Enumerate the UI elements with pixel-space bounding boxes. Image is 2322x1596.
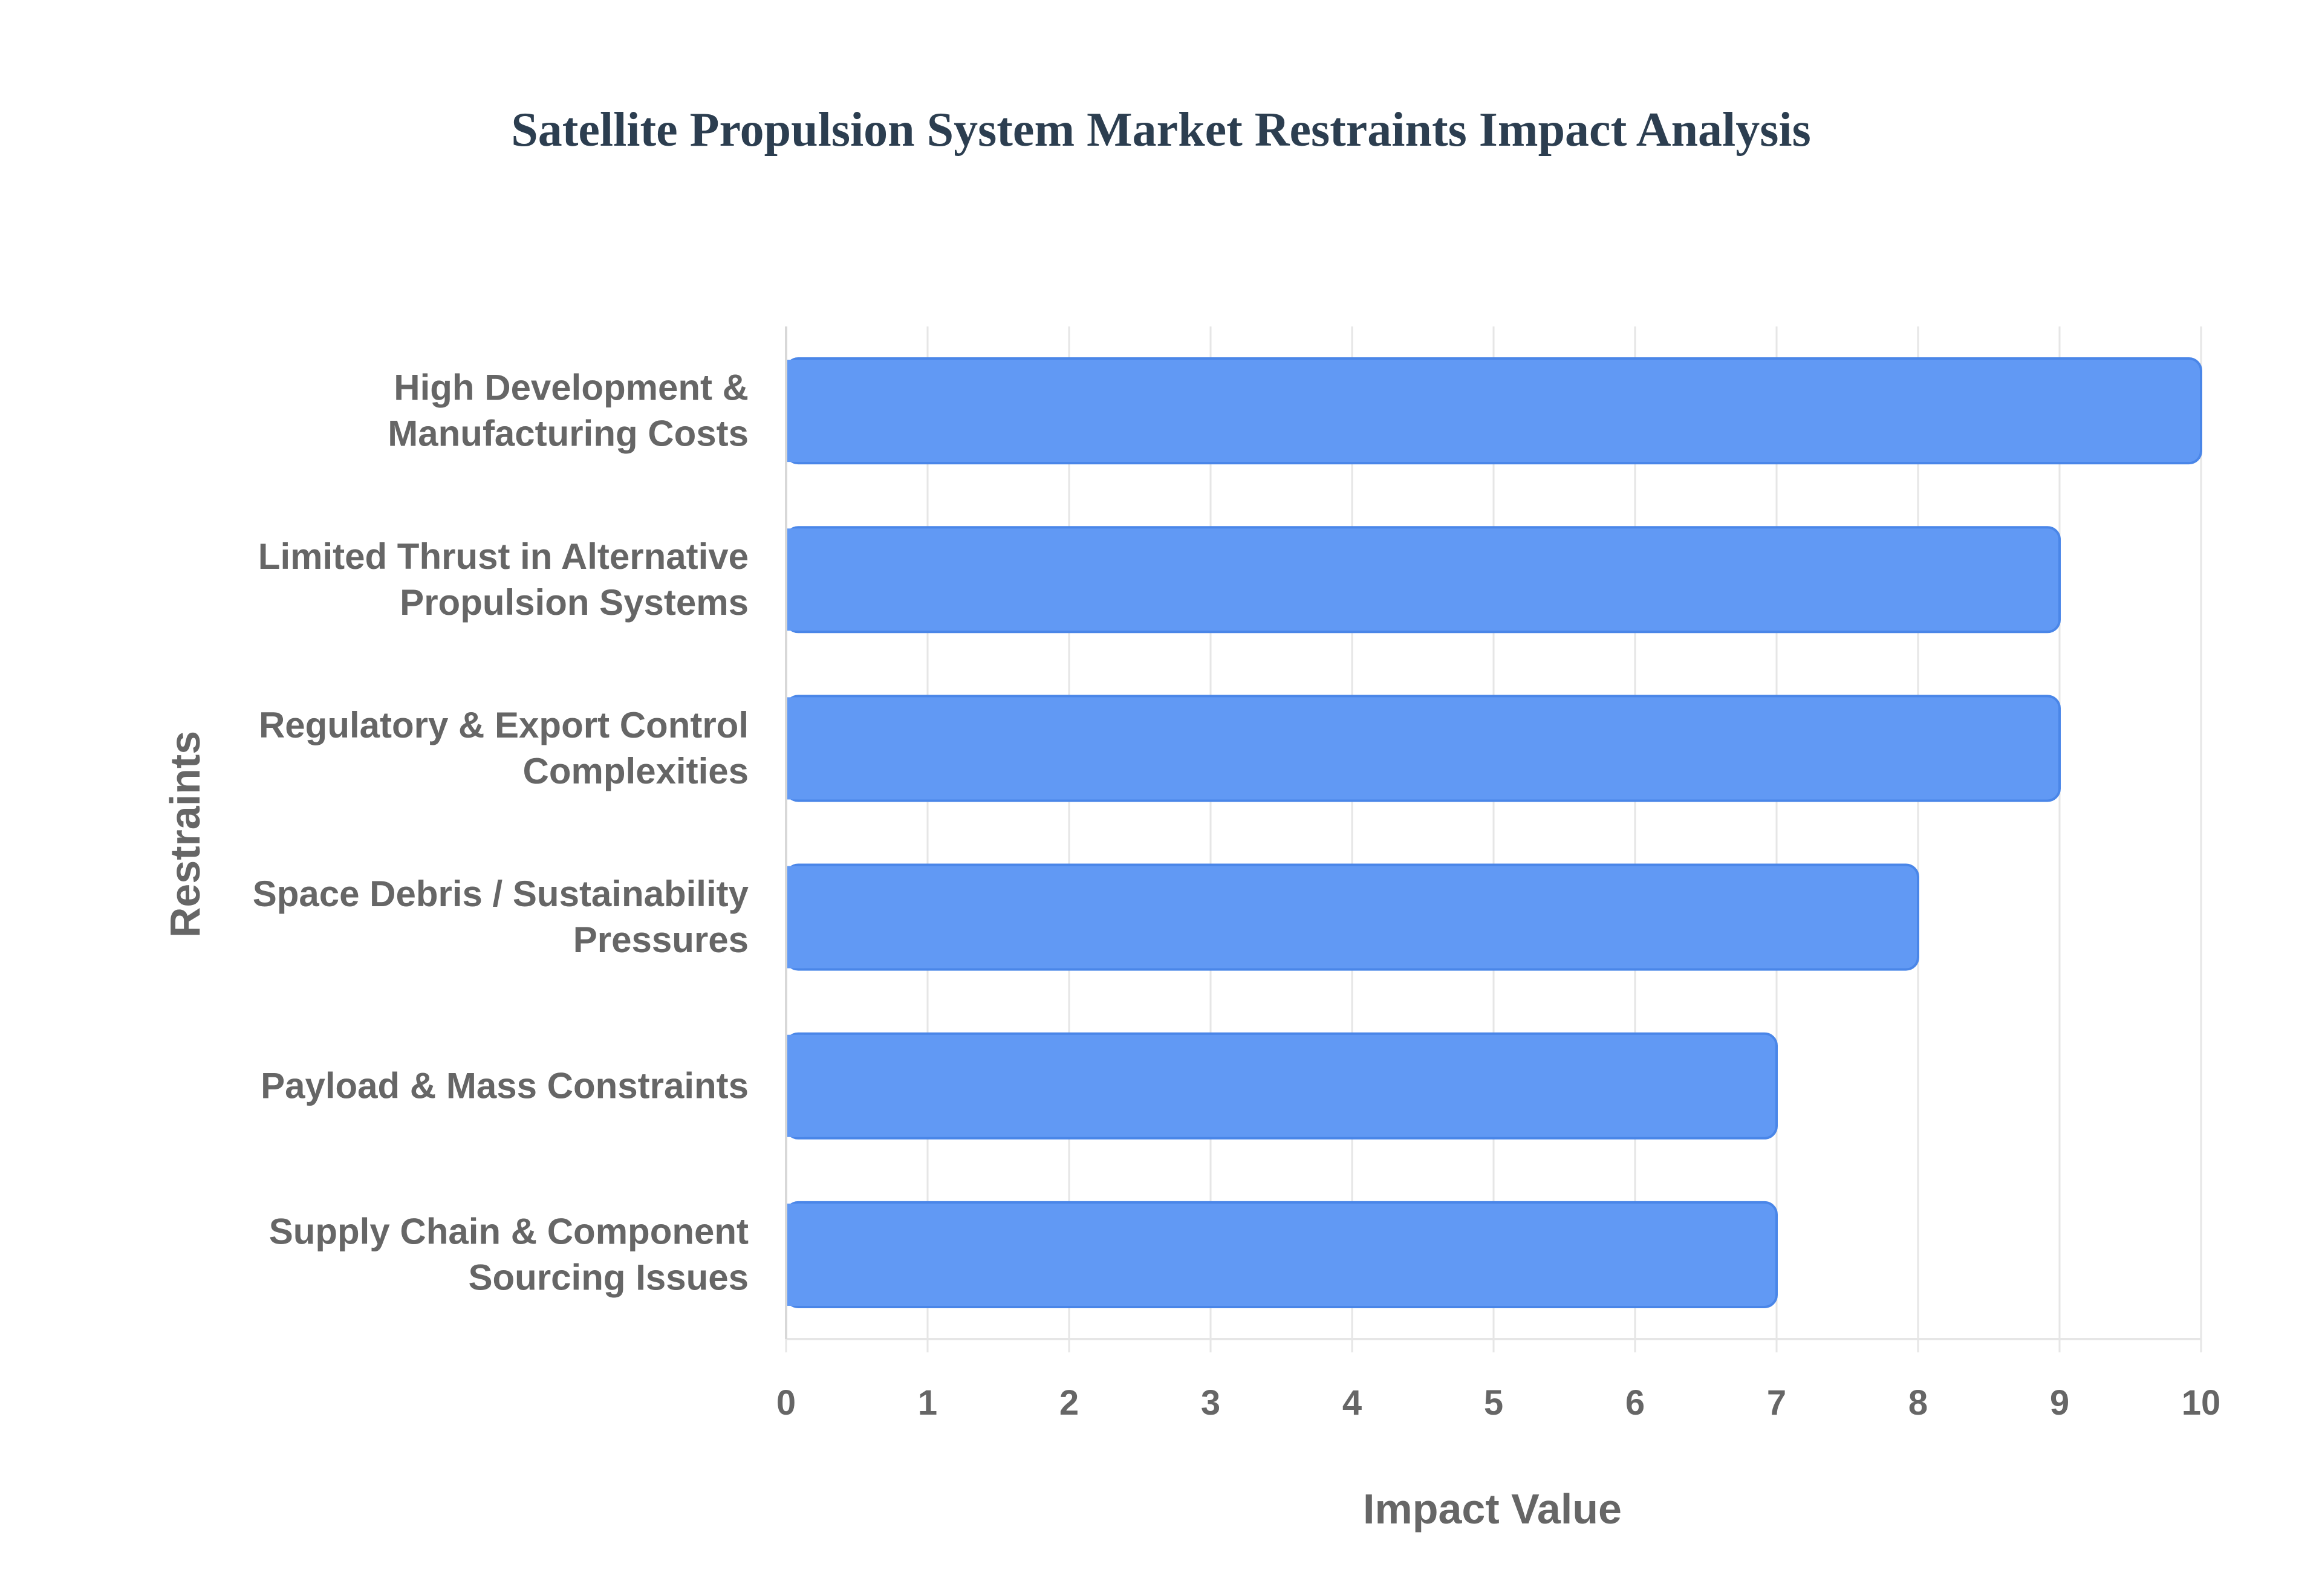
category-label-0-line-1: Manufacturing Costs [388,414,749,454]
x-tick-label-10: 10 [2182,1383,2221,1422]
x-tick-label-6: 6 [1625,1383,1645,1422]
bar-4 [785,1032,1778,1140]
bar-2-base [786,697,804,800]
x-tick-labels: 0 1 2 3 4 5 6 7 8 9 10 [776,1383,2220,1422]
category-label-5-line-1: Sourcing Issues [469,1257,749,1297]
bar-2 [785,695,2061,802]
bar-0 [785,357,2202,465]
bar-series [785,357,2202,1308]
category-labels: High Development & Manufacturing Costs Lim… [253,368,749,1298]
category-label-3: Space Debris / Sustainability Pressures [253,874,749,960]
x-tick-label-8: 8 [1908,1383,1928,1422]
x-tick-label-3: 3 [1201,1383,1220,1422]
category-label-3-line-0: Space Debris / Sustainability [253,874,749,914]
category-label-5: Supply Chain & Component Sourcing Issues [269,1211,749,1297]
x-tick-label-5: 5 [1484,1383,1503,1422]
grid-lines [785,326,2202,1352]
x-tick-label-4: 4 [1342,1383,1362,1422]
category-label-5-line-0: Supply Chain & Component [269,1211,749,1251]
category-label-1: Limited Thrust in Alternative Propulsion … [258,536,749,623]
category-label-0: High Development & Manufacturing Costs [388,368,749,454]
y-axis-title: Restraints [161,731,209,938]
x-tick-label-7: 7 [1767,1383,1786,1422]
axes [785,326,2201,1340]
chart-title: Satellite Propulsion System Market Restr… [511,103,1811,157]
bar-3 [785,863,1919,971]
category-label-4-line-0: Payload & Mass Constraints [261,1065,749,1106]
category-label-1-line-0: Limited Thrust in Alternative [258,536,749,577]
x-tick-label-9: 9 [2050,1383,2069,1422]
x-tick-label-2: 2 [1059,1383,1079,1422]
category-label-2-line-1: Complexities [523,751,749,791]
x-tick-label-0: 0 [776,1383,796,1422]
bar-1-base [786,528,804,631]
category-label-3-line-1: Pressures [573,920,749,960]
bar-4-base [786,1034,804,1137]
category-label-1-line-1: Propulsion Systems [400,582,749,623]
category-label-2: Regulatory & Export Control Complexities [259,705,749,791]
bar-3-base [786,866,804,968]
bar-5 [785,1201,1778,1308]
category-label-0-line-0: High Development & [394,368,749,408]
x-axis-title: Impact Value [1363,1485,1622,1533]
category-label-2-line-0: Regulatory & Export Control [259,705,749,745]
bar-1 [785,526,2061,634]
x-tick-label-1: 1 [918,1383,937,1422]
category-label-4: Payload & Mass Constraints [261,1065,749,1106]
bar-5-base [786,1203,804,1306]
bar-0-base [786,360,804,462]
